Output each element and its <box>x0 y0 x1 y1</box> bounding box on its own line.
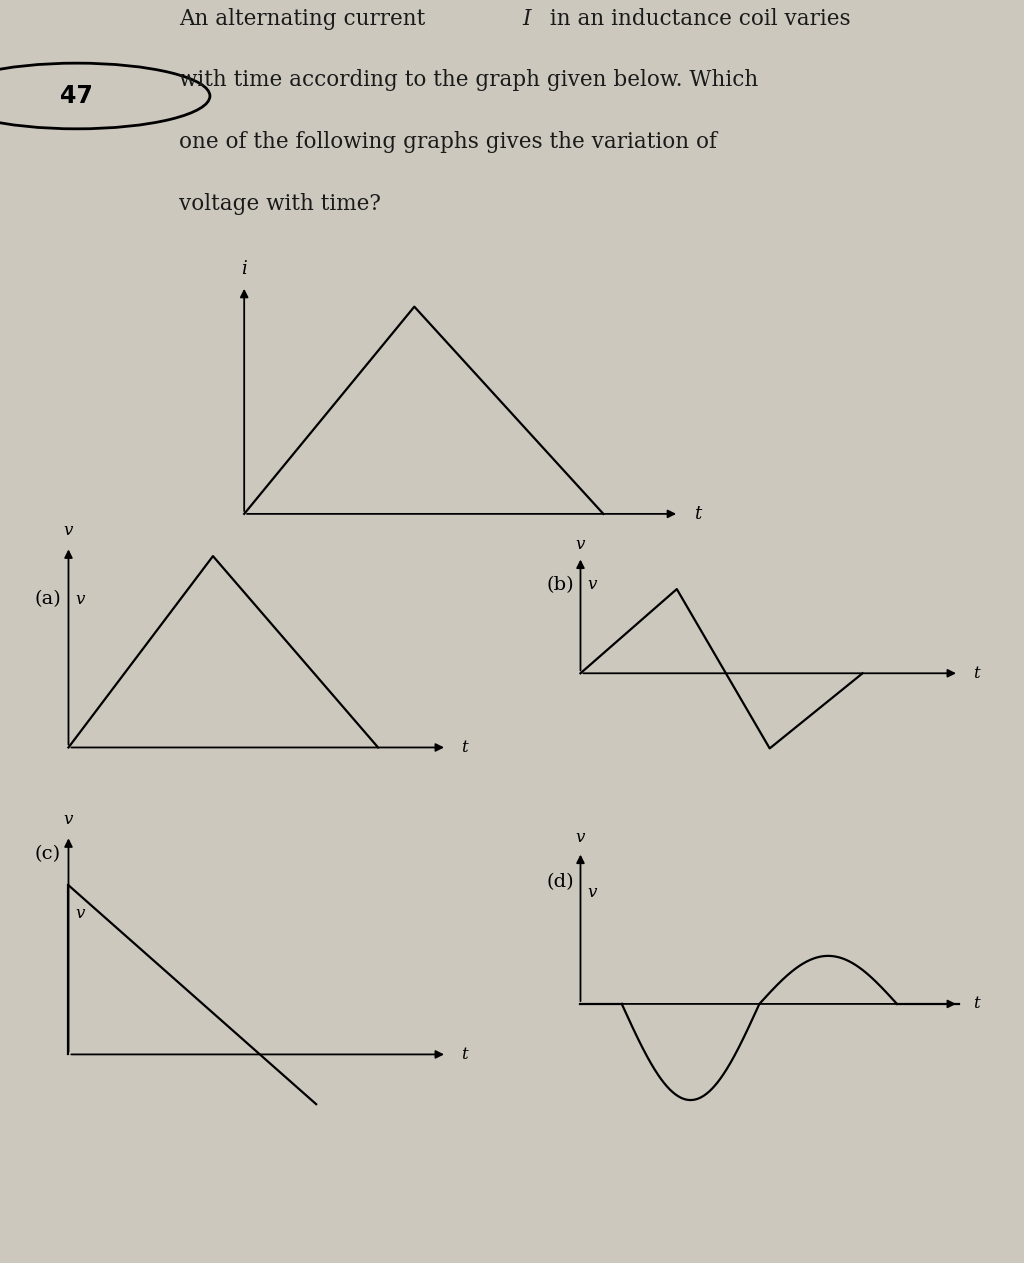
Text: v: v <box>575 829 585 846</box>
Text: t: t <box>461 1046 467 1063</box>
Text: t: t <box>973 664 979 682</box>
Text: (a): (a) <box>34 591 60 609</box>
Text: (b): (b) <box>546 576 573 594</box>
Text: v: v <box>588 884 597 901</box>
Text: i: i <box>242 259 247 278</box>
Text: t: t <box>973 995 979 1013</box>
Text: v: v <box>76 591 85 608</box>
Text: voltage with time?: voltage with time? <box>179 193 381 215</box>
Text: (c): (c) <box>34 845 60 864</box>
Text: v: v <box>63 811 73 827</box>
Text: 47: 47 <box>60 83 93 109</box>
Text: t: t <box>461 739 467 757</box>
Text: v: v <box>588 576 597 594</box>
Text: v: v <box>63 522 73 539</box>
Text: v: v <box>76 906 85 922</box>
Text: t: t <box>694 505 701 523</box>
Text: I: I <box>522 8 530 29</box>
Text: one of the following graphs gives the variation of: one of the following graphs gives the va… <box>179 131 717 153</box>
Text: with time according to the graph given below. Which: with time according to the graph given b… <box>179 69 759 91</box>
Text: (d): (d) <box>546 873 573 890</box>
Text: An alternating current: An alternating current <box>179 8 432 29</box>
Text: in an inductance coil varies: in an inductance coil varies <box>543 8 850 29</box>
Text: v: v <box>575 536 585 553</box>
